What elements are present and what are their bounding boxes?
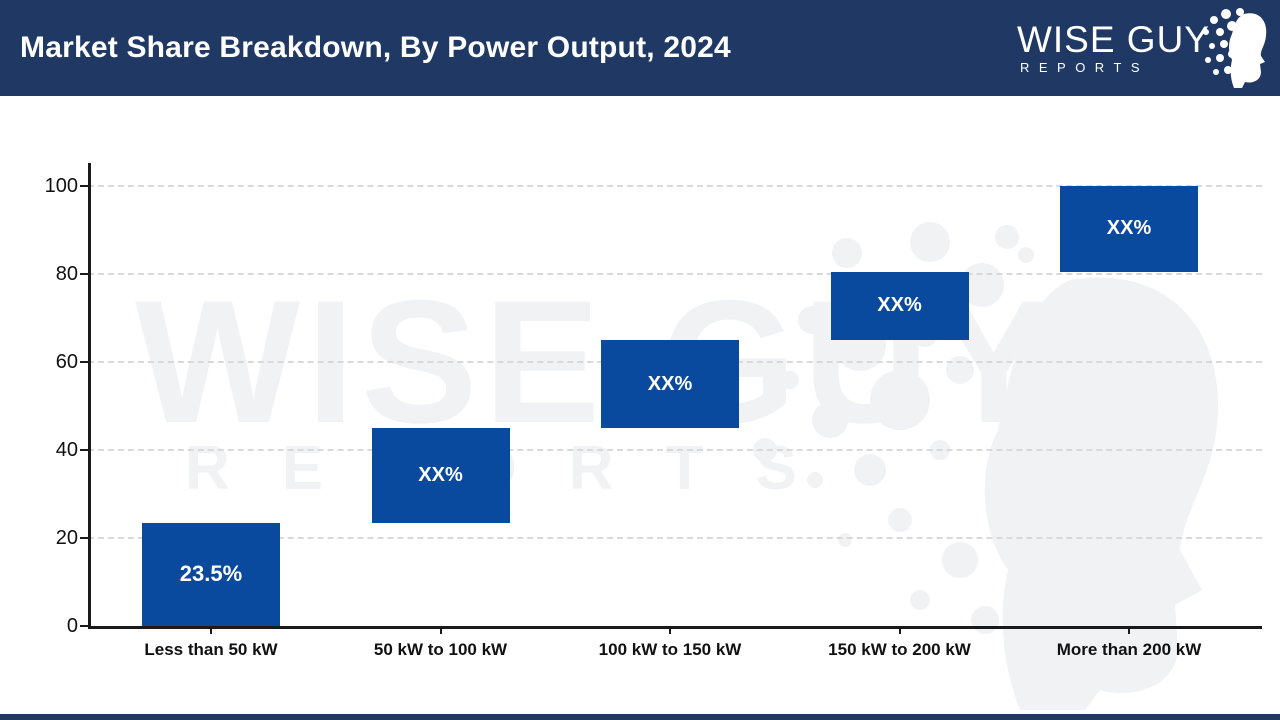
- gridline-80: [88, 273, 1262, 275]
- logo-text: WISE GUY REPORTS: [1016, 18, 1210, 76]
- x-axis-tick: [898, 626, 901, 634]
- header-bar: Market Share Breakdown, By Power Output,…: [0, 0, 1280, 96]
- y-axis-tick: [80, 361, 88, 363]
- bar-value-label: XX%: [877, 294, 922, 317]
- y-axis-tick: [80, 625, 88, 627]
- bar-segment: XX%: [601, 340, 739, 428]
- watermark-head-icon: [753, 222, 1219, 710]
- x-category-label: 100 kW to 150 kW: [598, 640, 742, 659]
- y-axis-line: [88, 163, 91, 629]
- x-axis-tick: [439, 626, 442, 634]
- gridline-40: [88, 449, 1262, 451]
- page-title: Market Share Breakdown, By Power Output,…: [20, 31, 731, 64]
- bar-segment: XX%: [1060, 186, 1198, 272]
- x-category-label: Less than 50 kW: [144, 640, 278, 659]
- y-axis-tick-label: 60: [55, 351, 78, 373]
- y-axis-tick: [80, 449, 88, 451]
- logo-subtitle: REPORTS: [1019, 60, 1150, 76]
- y-axis-tick-label: 40: [55, 439, 78, 461]
- x-category-label: 50 kW to 100 kW: [373, 640, 508, 659]
- y-axis-tick-label: 0: [66, 615, 78, 637]
- bar-value-label: XX%: [647, 372, 693, 395]
- logo-wordmark: WISE GUY: [1016, 18, 1210, 60]
- gridline-20: [88, 537, 1262, 539]
- bar-segment: 23.5%: [142, 522, 280, 626]
- y-axis-tick-label: 100: [44, 175, 78, 197]
- wise-guy-reports-logo: WISE GUY REPORTS: [1017, 6, 1272, 90]
- bar-value-label: 23.5%: [179, 561, 243, 587]
- y-axis-tick: [80, 185, 88, 187]
- bar-segment: XX%: [371, 428, 510, 523]
- bar-value-label: XX%: [1106, 217, 1152, 240]
- x-category-label: 150 kW to 200 kW: [828, 640, 971, 659]
- y-axis-tick-label: 20: [55, 527, 78, 549]
- x-category-label: More than 200 kW: [1056, 640, 1202, 659]
- footer-bar: [0, 714, 1280, 720]
- x-axis-tick: [210, 626, 212, 634]
- x-axis-tick: [669, 626, 671, 634]
- y-axis-tick: [80, 273, 88, 275]
- logo-head-icon: [1203, 8, 1267, 88]
- gridline-100: [88, 185, 1262, 187]
- x-axis-tick: [1128, 626, 1130, 634]
- y-axis-tick: [80, 537, 88, 539]
- bar-value-label: XX%: [418, 463, 463, 486]
- bar-segment: XX%: [830, 271, 969, 340]
- y-axis-tick-label: 80: [55, 263, 78, 285]
- x-axis-line: [88, 626, 1262, 629]
